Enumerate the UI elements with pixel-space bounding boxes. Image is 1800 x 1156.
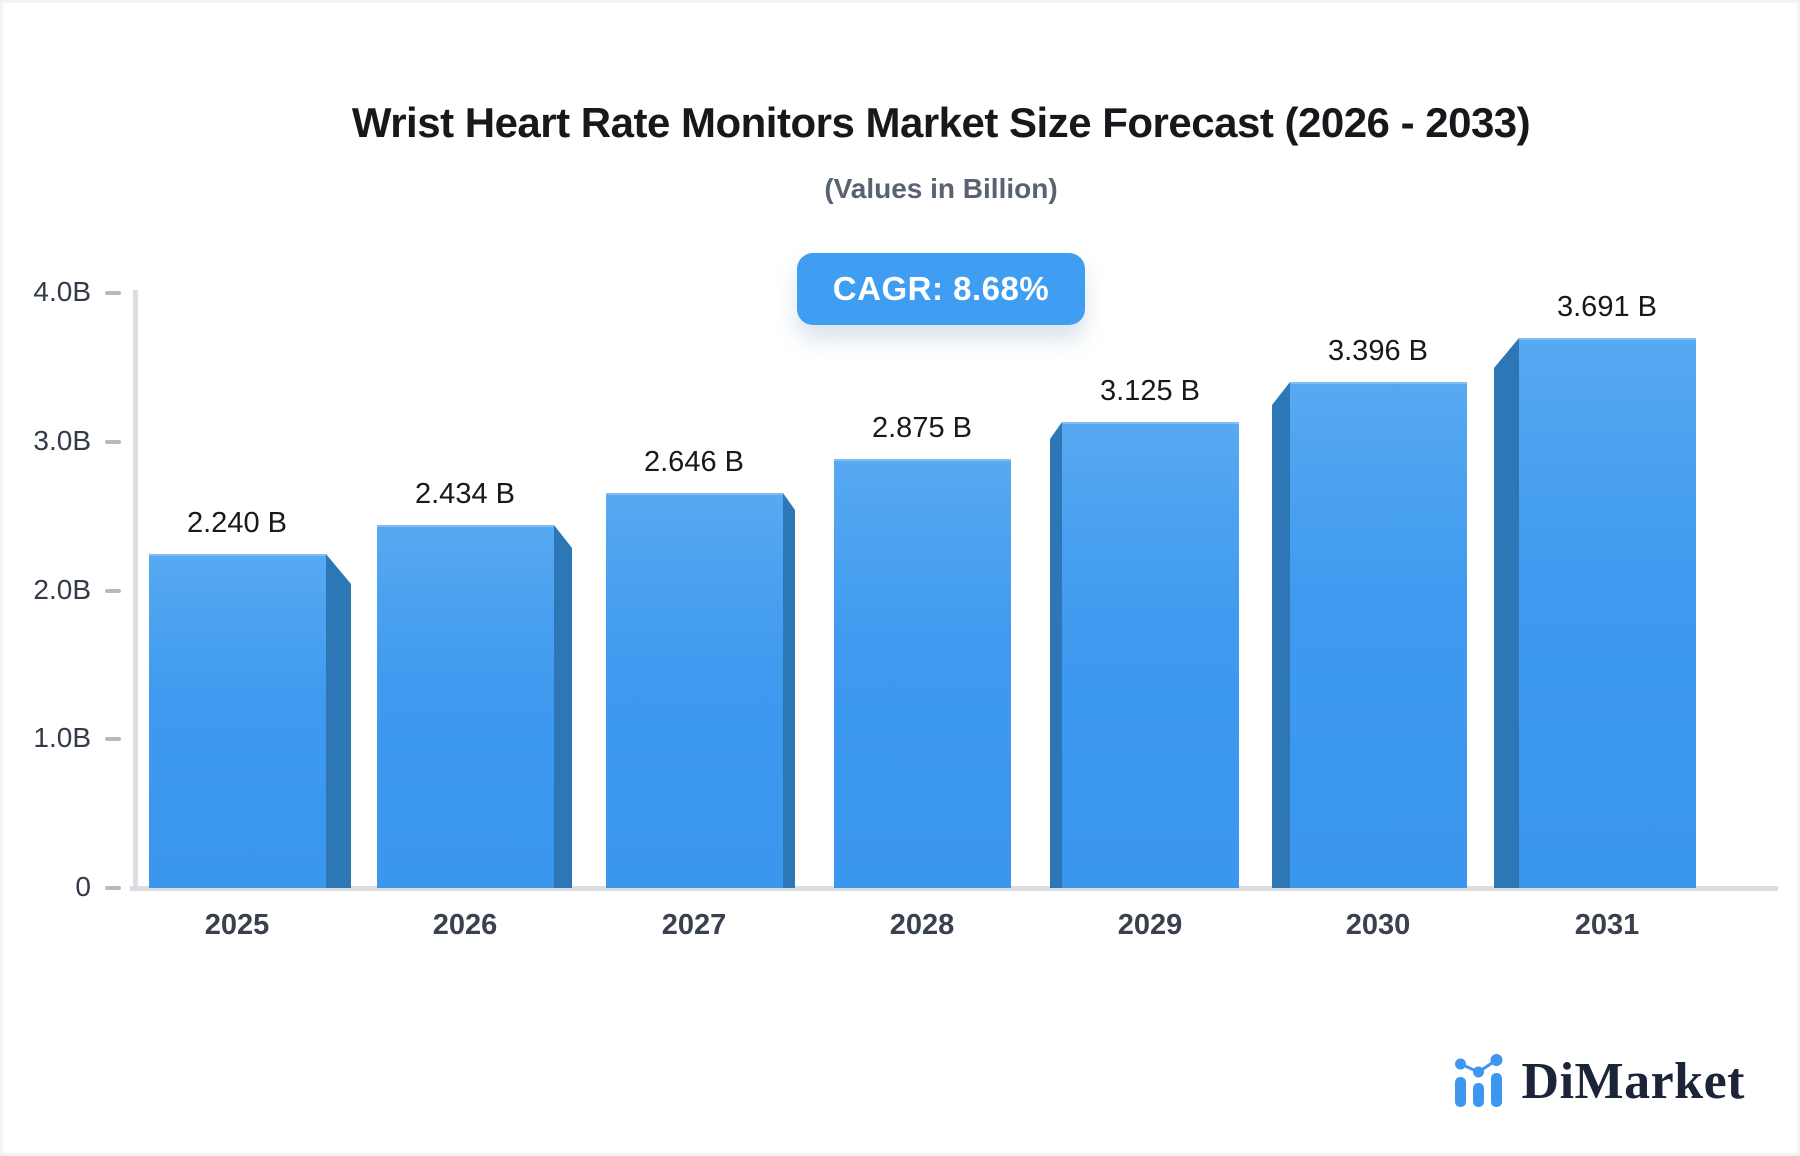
bar-value-label: 3.691 B [1557, 291, 1657, 323]
bar-chart-trend-icon [1454, 1054, 1503, 1107]
bar-2031 [1519, 338, 1696, 888]
bar-3d-side [1272, 382, 1290, 888]
bar-2030 [1290, 382, 1467, 888]
bar-3d-side [783, 493, 795, 888]
x-axis-category-label: 2030 [1345, 909, 1411, 941]
x-axis-category-label: 2027 [661, 909, 727, 941]
x-axis-category-label: 2029 [1117, 909, 1183, 941]
bar-3d-side [1050, 422, 1062, 888]
y-axis-tick [105, 886, 121, 890]
y-axis-line [133, 290, 138, 891]
bar-value-label: 2.875 B [872, 412, 972, 444]
cagr-badge-row: CAGR: 8.68% [133, 253, 1749, 325]
bar-3d-side [326, 554, 351, 888]
chart-title: Wrist Heart Rate Monitors Market Size Fo… [351, 99, 1531, 146]
x-axis-line [130, 886, 1778, 891]
y-axis-tick [105, 291, 121, 295]
y-axis-tick [105, 588, 121, 593]
x-axis-category-label: 2026 [432, 909, 498, 941]
bar-2027 [606, 493, 783, 888]
bar-2026 [377, 525, 554, 888]
bar-2025 [149, 554, 326, 888]
y-axis-tick-label: 1.0B [33, 722, 91, 754]
y-axis-tick [105, 439, 121, 444]
x-axis-category-label: 2025 [204, 909, 270, 941]
brand-logo-text: DiMarket [1521, 1052, 1745, 1110]
y-axis-tick-label: 3.0B [33, 424, 91, 456]
y-axis-tick-label: 4.0B [33, 276, 91, 307]
bar-value-label: 3.396 B [1328, 335, 1428, 367]
bar-value-label: 2.646 B [644, 446, 744, 478]
bar-value-label: 2.434 B [415, 478, 515, 510]
bar-3d-side [554, 525, 572, 888]
y-axis-tick-label: 2.0B [33, 573, 91, 605]
bar-value-label: 2.240 B [187, 507, 287, 539]
x-axis-category-label: 2028 [889, 909, 955, 941]
cagr-badge: CAGR: 8.68% [796, 253, 1086, 325]
bar-value-label: 3.125 B [1100, 375, 1200, 407]
chart-subtitle: (Values in Billion) [824, 173, 1058, 204]
bar-2028 [834, 459, 1011, 888]
brand-logo: DiMarket [1448, 1051, 1745, 1111]
bar-2029 [1062, 422, 1239, 888]
y-axis-tick-label: 0 [75, 871, 91, 902]
y-axis-tick [105, 737, 121, 742]
bar-3d-side [1494, 338, 1519, 888]
x-axis-category-label: 2031 [1574, 909, 1640, 941]
